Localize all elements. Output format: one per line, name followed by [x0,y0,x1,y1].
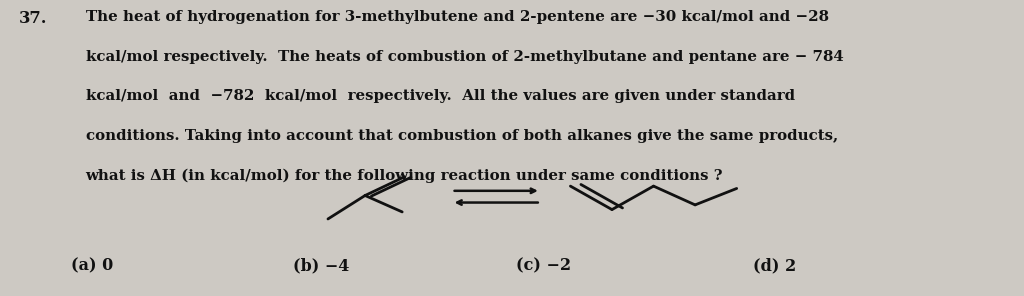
Text: (d) 2: (d) 2 [754,257,797,274]
Text: (a) 0: (a) 0 [71,257,113,274]
Text: what is ΔH (in kcal/mol) for the following reaction under same conditions ?: what is ΔH (in kcal/mol) for the followi… [86,168,723,183]
Text: (c) −2: (c) −2 [516,257,571,274]
Text: The heat of hydrogenation for 3-methylbutene and 2-pentene are −30 kcal/mol and : The heat of hydrogenation for 3-methylbu… [86,10,828,24]
Text: kcal/mol respectively.  The heats of combustion of 2-methylbutane and pentane ar: kcal/mol respectively. The heats of comb… [86,50,843,64]
Text: (b) −4: (b) −4 [293,257,350,274]
Text: kcal/mol  and  −782  kcal/mol  respectively.  All the values are given under sta: kcal/mol and −782 kcal/mol respectively.… [86,89,795,103]
Text: 37.: 37. [19,10,48,27]
Text: conditions. Taking into account that combustion of both alkanes give the same pr: conditions. Taking into account that com… [86,129,838,143]
